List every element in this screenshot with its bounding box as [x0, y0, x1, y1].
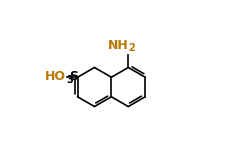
Text: NH: NH: [108, 39, 128, 52]
Text: HO: HO: [45, 70, 66, 83]
Text: S: S: [70, 70, 79, 83]
Text: 2: 2: [129, 43, 135, 53]
Text: 3: 3: [67, 75, 73, 85]
